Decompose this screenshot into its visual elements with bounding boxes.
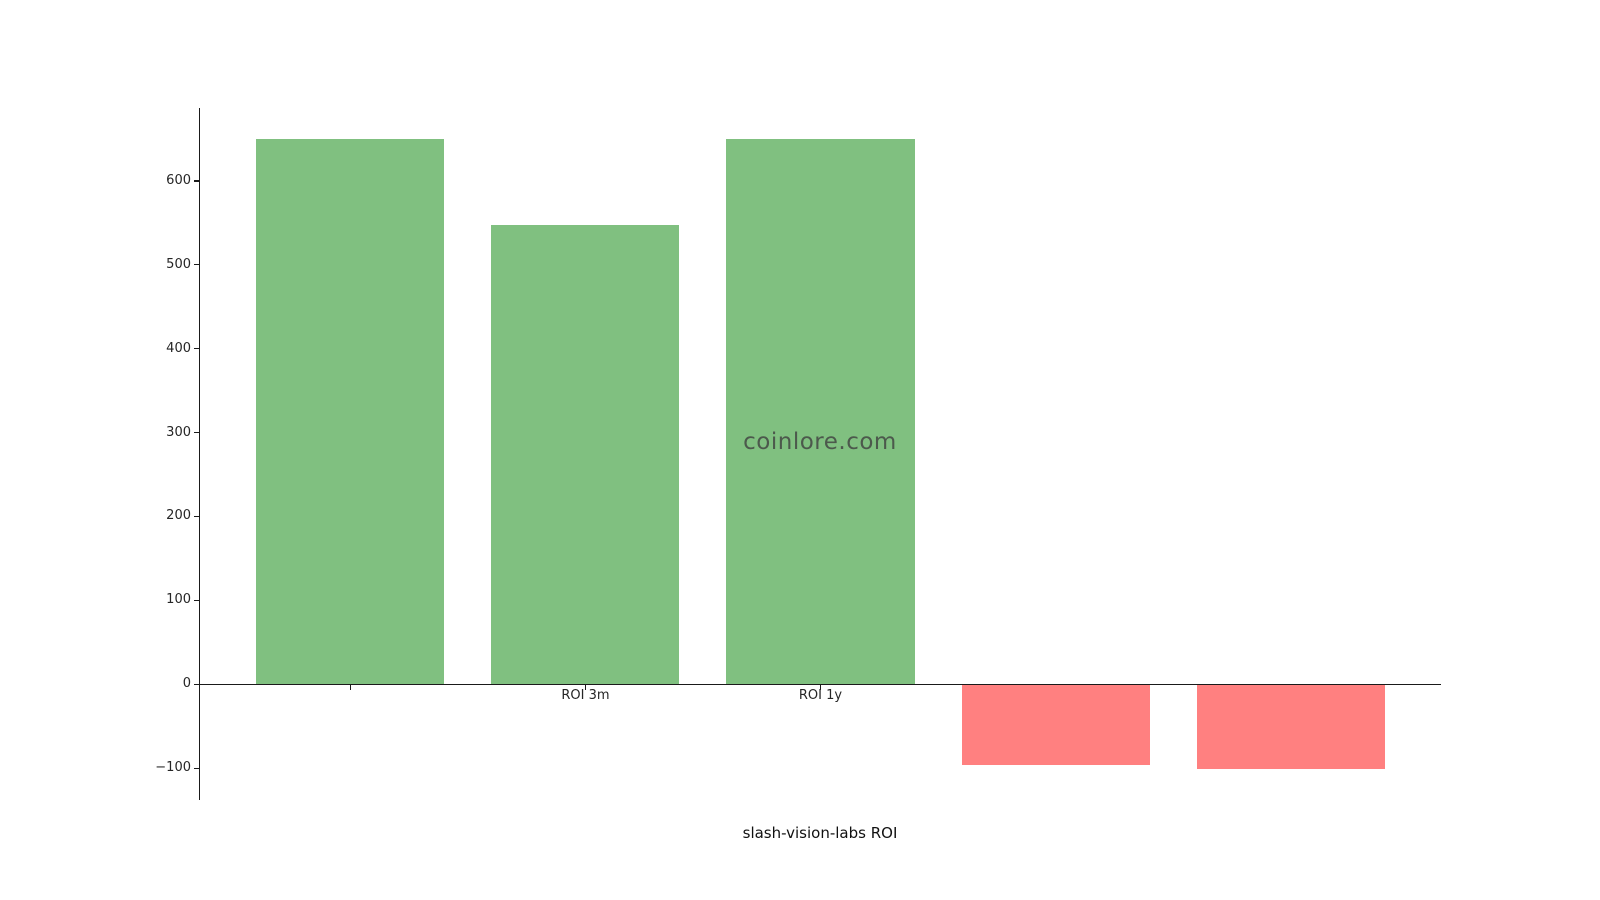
y-tick-label: 200	[166, 508, 191, 524]
negative-roi-bar	[1196, 684, 1385, 769]
y-axis-line	[198, 108, 200, 800]
x-tick-label: ROI 1y	[798, 688, 843, 704]
positive-roi-bar	[256, 139, 445, 685]
watermark: coinlore.com	[743, 429, 897, 455]
x-axis-line	[200, 683, 1441, 685]
y-tick-mark	[193, 432, 199, 434]
y-tick-label: −100	[155, 760, 191, 776]
x-tick-mark	[819, 684, 822, 690]
y-tick-label: 0	[182, 676, 191, 692]
y-tick-mark	[193, 683, 199, 685]
positive-roi-bar	[491, 224, 680, 685]
y-tick-mark	[193, 515, 199, 518]
x-tick-mark	[584, 684, 587, 690]
y-tick-label: 600	[166, 172, 191, 188]
y-tick-label: 500	[166, 256, 191, 272]
y-tick-mark	[193, 599, 199, 601]
negative-roi-bar	[961, 684, 1150, 766]
y-tick-mark	[193, 264, 199, 266]
y-tick-label: 100	[166, 592, 191, 608]
chart-title: slash-vision-labs ROI	[742, 824, 898, 842]
positive-roi-bar	[726, 139, 915, 685]
y-tick-mark	[193, 767, 199, 769]
y-tick-mark	[193, 348, 199, 350]
y-tick-label: 400	[166, 340, 191, 356]
x-tick-mark	[349, 684, 351, 690]
x-tick-label: ROI 3m	[561, 688, 610, 704]
y-tick-label: 300	[166, 424, 191, 440]
y-tick-mark	[193, 180, 199, 182]
